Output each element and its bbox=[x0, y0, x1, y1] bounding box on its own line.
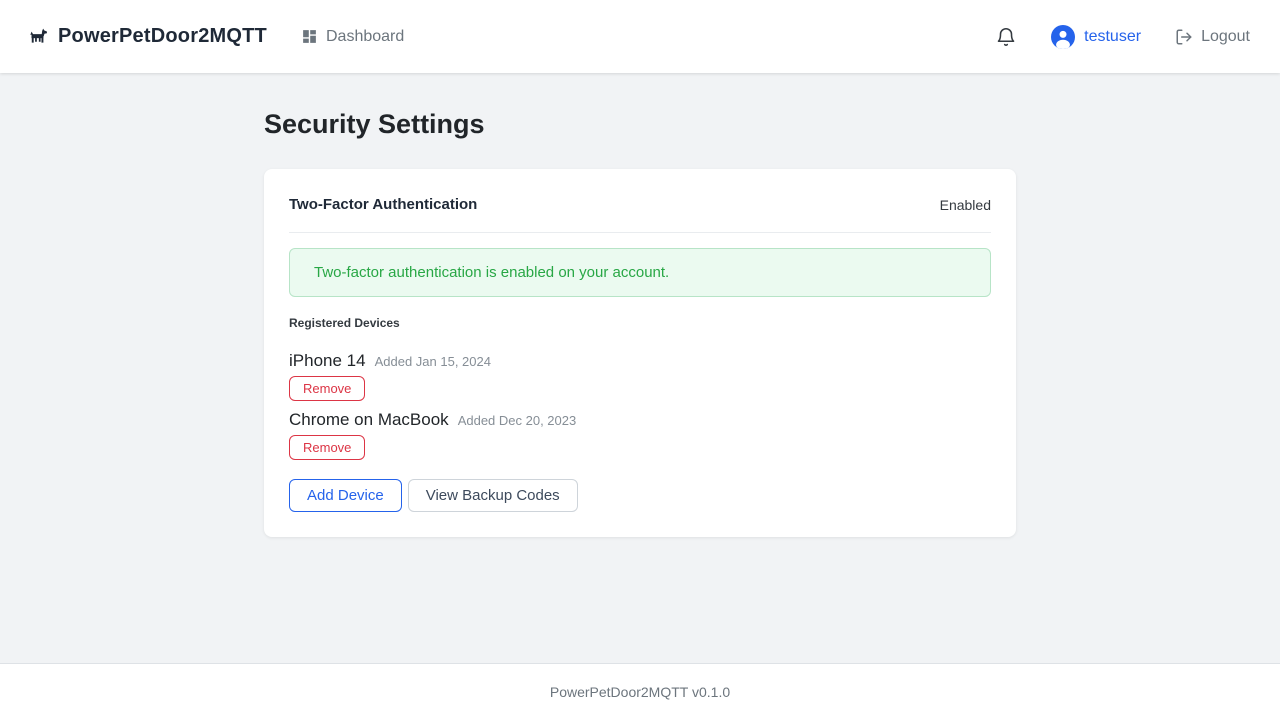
user-avatar-icon bbox=[1051, 24, 1076, 49]
nav-links: Dashboard bbox=[301, 28, 404, 46]
username: testuser bbox=[1084, 27, 1142, 45]
remove-device-button[interactable]: Remove bbox=[289, 435, 366, 461]
device-row: iPhone 14 Added Jan 15, 2024 Remove bbox=[289, 351, 991, 402]
view-backup-codes-button[interactable]: View Backup Codes bbox=[407, 479, 578, 513]
card-title: Two-Factor Authentication bbox=[289, 196, 478, 214]
navbar: PowerPetDoor2MQTT Dashboard bbox=[0, 0, 1280, 73]
nav-item-label: Dashboard bbox=[325, 27, 405, 45]
device-name: Chrome on MacBook bbox=[289, 410, 449, 430]
remove-device-button[interactable]: Remove bbox=[289, 376, 366, 402]
user-menu[interactable]: testuser bbox=[1051, 24, 1142, 49]
device-info: iPhone 14 Added Jan 15, 2024 bbox=[289, 351, 991, 371]
card-header: Two-Factor Authentication Enabled bbox=[289, 194, 991, 234]
nav-item-dashboard[interactable]: Dashboard bbox=[301, 28, 404, 46]
success-alert-text: Two-factor authentication is enabled on … bbox=[314, 264, 670, 282]
add-device-button[interactable]: Add Device bbox=[289, 479, 402, 513]
brand-title: PowerPetDoor2MQTT bbox=[58, 25, 267, 47]
device-info: Chrome on MacBook Added Dec 20, 2023 bbox=[289, 410, 991, 430]
logout-label: Logout bbox=[1201, 27, 1250, 45]
page-title: Security Settings bbox=[264, 109, 485, 139]
logout-button[interactable]: Logout bbox=[1175, 28, 1250, 46]
card-actions: Add Device View Backup Codes bbox=[289, 479, 991, 513]
tfa-status: Enabled bbox=[939, 196, 991, 213]
logout-icon bbox=[1175, 28, 1193, 46]
dashboard-grid-icon bbox=[301, 28, 318, 45]
dog-icon bbox=[28, 26, 49, 47]
brand[interactable]: PowerPetDoor2MQTT bbox=[28, 25, 267, 48]
device-added-date: Added Dec 20, 2023 bbox=[457, 413, 577, 429]
security-card: Two-Factor Authentication Enabled Two-fa… bbox=[264, 169, 1016, 538]
notifications-button[interactable] bbox=[995, 26, 1017, 48]
main-content: Security Settings Two-Factor Authenticat… bbox=[0, 73, 1280, 663]
success-alert: Two-factor authentication is enabled on … bbox=[289, 248, 991, 298]
device-row: Chrome on MacBook Added Dec 20, 2023 Rem… bbox=[289, 410, 991, 461]
device-added-date: Added Jan 15, 2024 bbox=[374, 354, 491, 370]
navbar-right: testuser Logout bbox=[995, 24, 1250, 49]
device-name: iPhone 14 bbox=[289, 351, 366, 371]
footer: PowerPetDoor2MQTT v0.1.0 bbox=[0, 663, 1280, 720]
registered-devices-heading: Registered Devices bbox=[289, 316, 400, 331]
footer-version-text: PowerPetDoor2MQTT v0.1.0 bbox=[549, 684, 731, 700]
bell-icon bbox=[995, 26, 1017, 48]
